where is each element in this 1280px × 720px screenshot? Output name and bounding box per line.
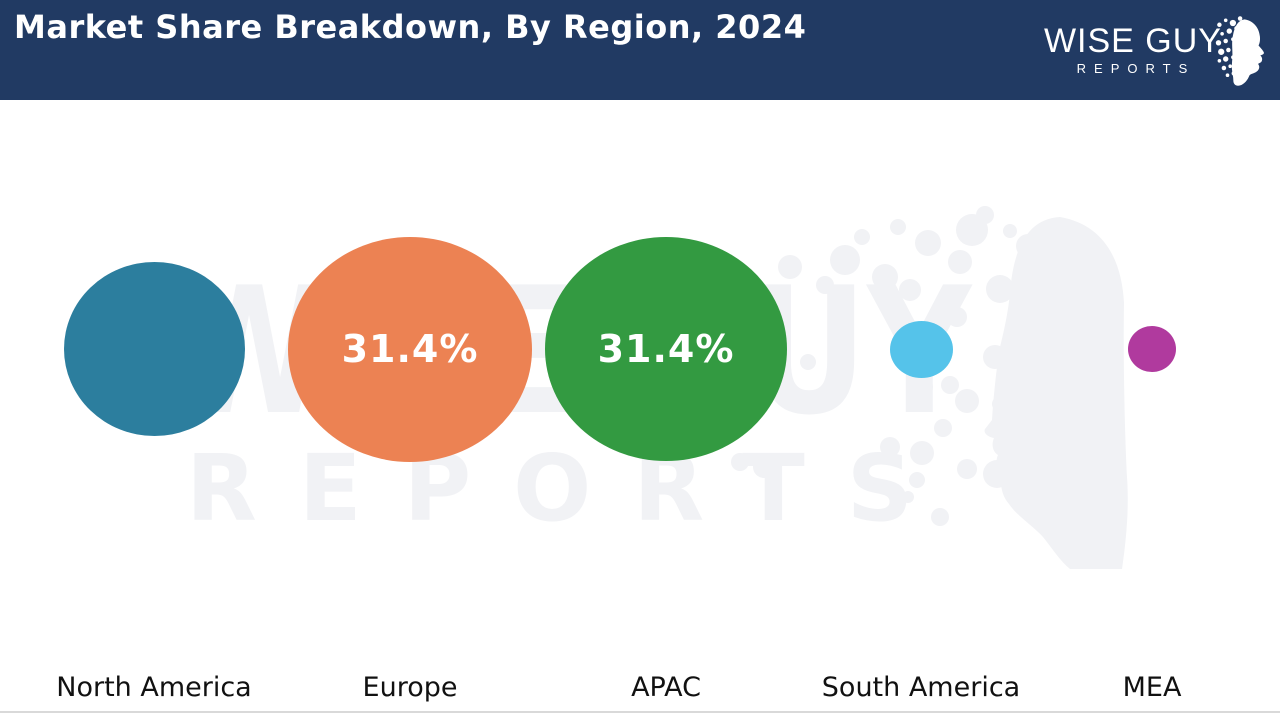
bubble-value-label: 31.4% xyxy=(341,327,479,371)
brand-wordmark-line1: WISE GUY xyxy=(1043,22,1222,60)
wiseguy-head-icon xyxy=(1214,12,1268,88)
region-label-mea: MEA xyxy=(1122,672,1182,703)
bubble-north-america xyxy=(63,262,245,436)
brand-wordmark: WISE GUY REPORTS xyxy=(1044,23,1222,77)
region-label-south-america: South America xyxy=(821,672,1021,703)
page-title: Market Share Breakdown, By Region, 2024 xyxy=(14,8,807,46)
header-bar: Market Share Breakdown, By Region, 2024 … xyxy=(0,0,1280,100)
wiseguy-watermark-head-icon xyxy=(600,205,1180,570)
bubble-south-america xyxy=(889,320,953,378)
region-label-apac: APAC xyxy=(631,672,701,703)
region-label-europe: Europe xyxy=(362,672,458,703)
bubble-europe: 31.4% xyxy=(288,236,532,462)
bubble-mea xyxy=(1128,326,1176,372)
bottom-divider xyxy=(0,711,1280,713)
watermark-reports: REPORTS xyxy=(186,435,956,542)
bubble-value-label: 31.4% xyxy=(597,327,735,371)
brand-wordmark-line2: REPORTS xyxy=(1076,61,1196,76)
bubble-apac: 31.4% xyxy=(545,237,787,461)
region-label-north-america: North America xyxy=(56,672,252,703)
brand-logo: WISE GUY REPORTS xyxy=(1044,6,1268,94)
